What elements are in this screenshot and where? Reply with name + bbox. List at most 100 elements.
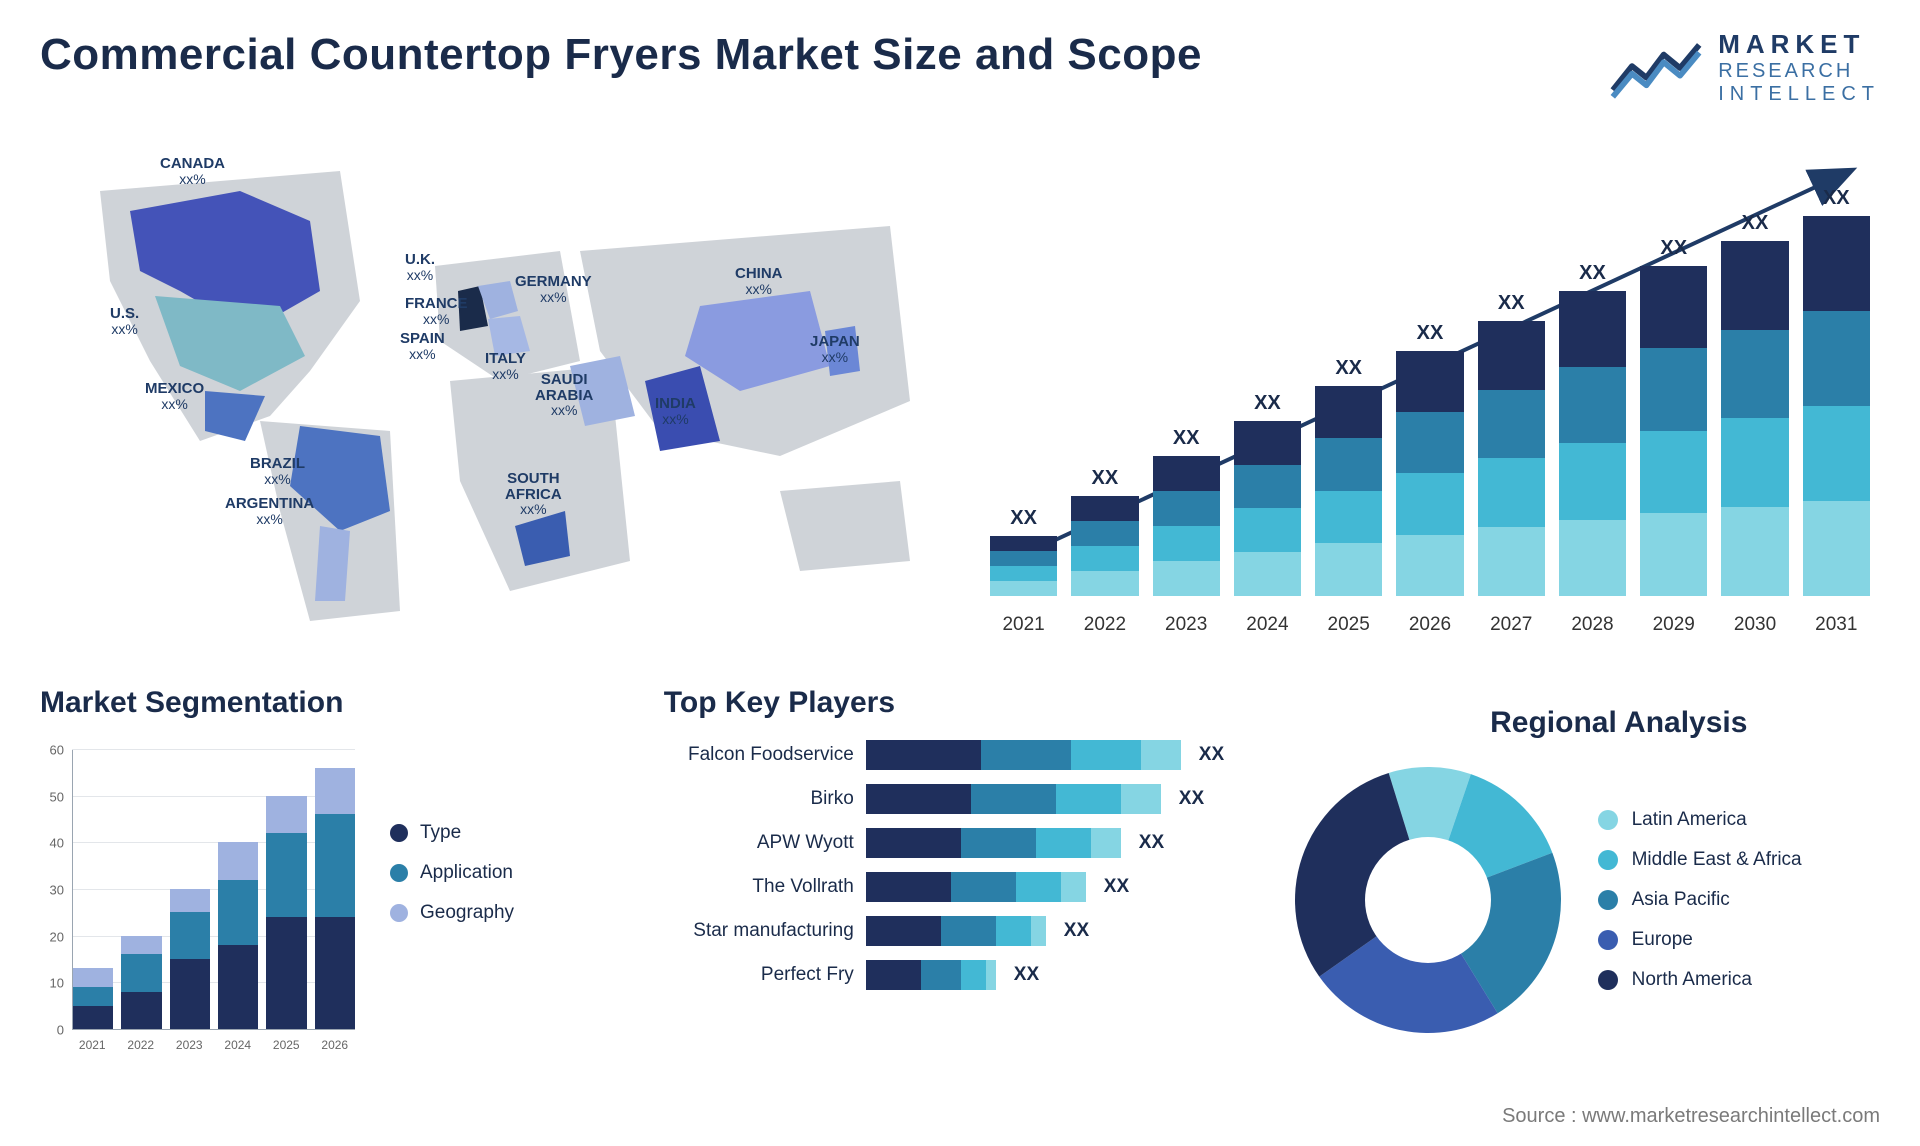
logo-line1: MARKET bbox=[1718, 30, 1880, 60]
seg-ytick: 50 bbox=[50, 789, 64, 804]
bar-value-label: XX bbox=[1254, 392, 1281, 415]
map-label: U.S.xx% bbox=[110, 306, 139, 336]
legend-label: Type bbox=[420, 822, 461, 844]
player-row: Perfect FryXX bbox=[664, 960, 1253, 990]
logo-line2: RESEARCH bbox=[1718, 60, 1880, 83]
bar-value-label: XX bbox=[1092, 467, 1119, 490]
player-name: APW Wyott bbox=[664, 832, 854, 854]
main-bar-column: XX bbox=[1234, 392, 1301, 596]
map-label: GERMANYxx% bbox=[515, 274, 592, 304]
seg-ytick: 10 bbox=[50, 976, 64, 991]
key-players-chart: Falcon FoodserviceXXBirkoXXAPW WyottXXTh… bbox=[664, 740, 1253, 990]
map-label: JAPANxx% bbox=[810, 334, 860, 364]
legend-dot-icon bbox=[390, 904, 408, 922]
seg-bar-column bbox=[73, 968, 113, 1029]
main-bar-column: XX bbox=[1396, 322, 1463, 596]
map-label: SPAINxx% bbox=[400, 331, 445, 361]
key-players-title: Top Key Players bbox=[664, 686, 1253, 720]
map-label: SAUDIARABIAxx% bbox=[535, 372, 593, 418]
seg-ytick: 60 bbox=[50, 742, 64, 757]
player-row: APW Wyott XX bbox=[664, 828, 1253, 858]
bar-value-label: XX bbox=[1498, 292, 1525, 315]
region-legend-item: North America bbox=[1598, 969, 1802, 991]
bar-value-label: XX bbox=[1742, 212, 1769, 235]
bar-x-label: 2030 bbox=[1721, 614, 1788, 636]
bar-value-label: XX bbox=[1335, 357, 1362, 380]
legend-dot-icon bbox=[1598, 970, 1618, 990]
player-bar bbox=[866, 740, 1181, 770]
player-value: XX bbox=[1139, 832, 1164, 854]
player-bar bbox=[866, 960, 996, 990]
bar-value-label: XX bbox=[1823, 187, 1850, 210]
player-name: Perfect Fry bbox=[664, 964, 854, 986]
regional-donut bbox=[1288, 760, 1568, 1040]
region-legend-item: Europe bbox=[1598, 929, 1802, 951]
map-label: CANADAxx% bbox=[160, 156, 225, 186]
legend-dot-icon bbox=[1598, 810, 1618, 830]
regional-legend: Latin America Middle East & Africa Asia Pa… bbox=[1598, 809, 1802, 991]
player-row: Star manufacturingXX bbox=[664, 916, 1253, 946]
map-label: INDIAxx% bbox=[655, 396, 696, 426]
legend-label: Europe bbox=[1632, 929, 1693, 951]
seg-bar-column bbox=[315, 768, 355, 1029]
player-bar bbox=[866, 916, 1046, 946]
main-bar-column: XX bbox=[1721, 212, 1788, 596]
main-bar-chart: XXXXXXXXXXXXXXXXXXXXXX 20212022202320242… bbox=[980, 126, 1880, 656]
bar-value-label: XX bbox=[1660, 237, 1687, 260]
player-row: The Vollrath XX bbox=[664, 872, 1253, 902]
seg-x-label: 2024 bbox=[218, 1038, 259, 1052]
player-value: XX bbox=[1199, 744, 1224, 766]
legend-label: Latin America bbox=[1632, 809, 1747, 831]
seg-x-label: 2022 bbox=[121, 1038, 162, 1052]
player-row: BirkoXX bbox=[664, 784, 1253, 814]
source-text: Source : www.marketresearchintellect.com bbox=[1502, 1105, 1880, 1128]
map-label: U.K.xx% bbox=[405, 252, 435, 282]
legend-dot-icon bbox=[390, 864, 408, 882]
bar-value-label: XX bbox=[1579, 262, 1606, 285]
map-label: CHINAxx% bbox=[735, 266, 783, 296]
bar-value-label: XX bbox=[1010, 507, 1037, 530]
player-bar bbox=[866, 872, 1086, 902]
main-bar-column: XX bbox=[1478, 292, 1545, 596]
player-name: Birko bbox=[664, 788, 854, 810]
legend-label: North America bbox=[1632, 969, 1752, 991]
seg-ytick: 40 bbox=[50, 836, 64, 851]
map-label: BRAZILxx% bbox=[250, 456, 305, 486]
segmentation-chart: 0102030405060 202120222023202420252026 bbox=[40, 740, 360, 1060]
seg-bar-column bbox=[266, 796, 306, 1029]
legend-label: Middle East & Africa bbox=[1632, 849, 1802, 871]
main-bar-column: XX bbox=[1803, 187, 1870, 596]
player-name: Star manufacturing bbox=[664, 920, 854, 942]
seg-bar-column bbox=[218, 842, 258, 1029]
player-name: The Vollrath bbox=[664, 876, 854, 898]
bar-x-label: 2021 bbox=[990, 614, 1057, 636]
bar-x-label: 2025 bbox=[1315, 614, 1382, 636]
logo-icon bbox=[1608, 36, 1704, 100]
seg-x-label: 2026 bbox=[315, 1038, 356, 1052]
seg-ytick: 20 bbox=[50, 929, 64, 944]
legend-label: Geography bbox=[420, 902, 514, 924]
bar-x-label: 2028 bbox=[1559, 614, 1626, 636]
main-bar-column: XX bbox=[1153, 427, 1220, 596]
legend-dot-icon bbox=[390, 824, 408, 842]
bar-value-label: XX bbox=[1417, 322, 1444, 345]
seg-x-label: 2021 bbox=[72, 1038, 113, 1052]
bar-x-label: 2026 bbox=[1396, 614, 1463, 636]
seg-legend-item: Application bbox=[390, 862, 514, 884]
legend-label: Asia Pacific bbox=[1632, 889, 1730, 911]
region-legend-item: Asia Pacific bbox=[1598, 889, 1802, 911]
seg-legend-item: Type bbox=[390, 822, 514, 844]
seg-x-label: 2023 bbox=[169, 1038, 210, 1052]
brand-logo: MARKET RESEARCH INTELLECT bbox=[1608, 30, 1880, 106]
map-label: SOUTHAFRICAxx% bbox=[505, 471, 562, 517]
segmentation-legend: Type Application Geography bbox=[390, 686, 514, 1060]
main-bar-column: XX bbox=[1640, 237, 1707, 596]
bar-x-label: 2031 bbox=[1803, 614, 1870, 636]
seg-legend-item: Geography bbox=[390, 902, 514, 924]
bar-x-label: 2022 bbox=[1071, 614, 1138, 636]
world-map-panel: CANADAxx%U.S.xx%MEXICOxx%BRAZILxx%ARGENT… bbox=[40, 126, 940, 656]
map-label: ITALYxx% bbox=[485, 351, 526, 381]
region-legend-item: Middle East & Africa bbox=[1598, 849, 1802, 871]
player-value: XX bbox=[1104, 876, 1129, 898]
regional-title: Regional Analysis bbox=[1288, 706, 1920, 740]
